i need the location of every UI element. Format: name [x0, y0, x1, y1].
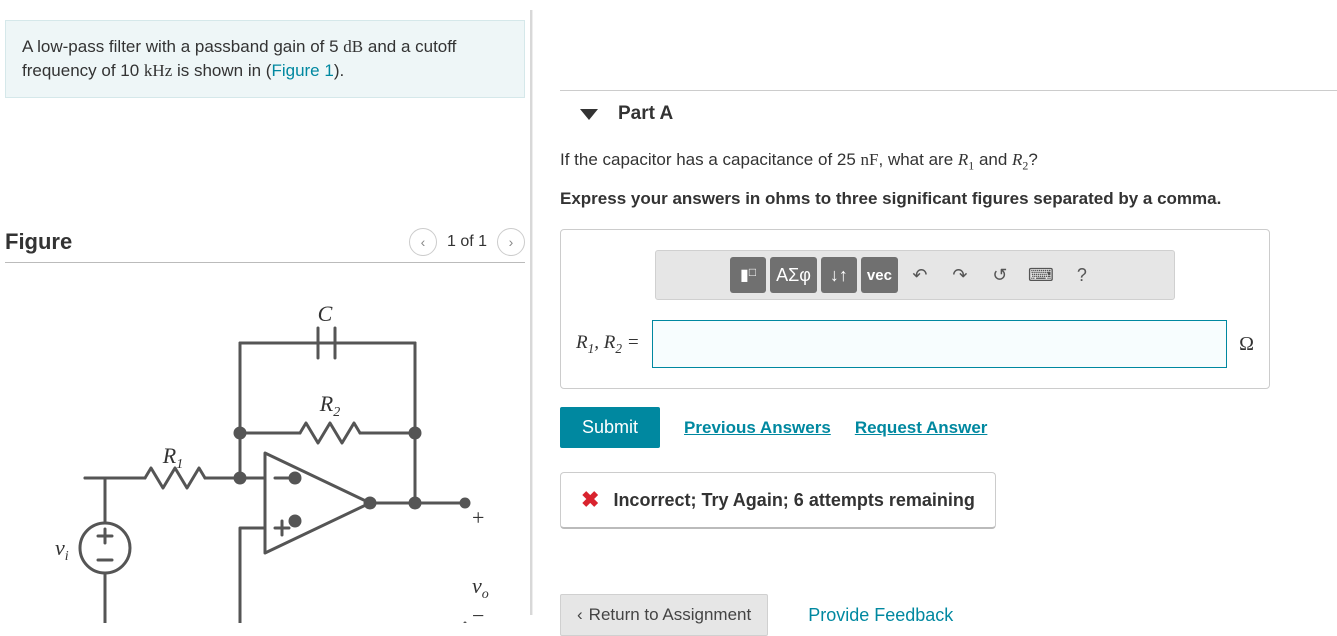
part-header[interactable]: Part A [560, 91, 1337, 137]
feedback-text: Incorrect; Try Again; 6 attempts remaini… [613, 490, 974, 511]
answer-label: R1, R2 = [576, 332, 640, 357]
svg-text:−: − [472, 603, 484, 623]
provide-feedback-link[interactable]: Provide Feedback [808, 605, 953, 626]
left-column: A low-pass filter with a passband gain o… [0, 0, 530, 625]
figure-nav: ‹ 1 of 1 › [409, 228, 525, 256]
prev-figure-button[interactable]: ‹ [409, 228, 437, 256]
problem-prompt: A low-pass filter with a passband gain o… [5, 20, 525, 98]
template-button[interactable]: ▮□ [730, 257, 766, 293]
part-section: Part A If the capacitor has a capacitanc… [560, 90, 1337, 636]
svg-text:vi: vi [55, 535, 69, 564]
svg-text:C: C [318, 303, 333, 326]
subsup-button[interactable]: ↓↑ [821, 257, 857, 293]
chevron-left-icon: ‹ [577, 605, 583, 625]
submit-button[interactable]: Submit [560, 407, 660, 448]
answer-row: R1, R2 = Ω [576, 320, 1254, 368]
part-title: Part A [618, 103, 673, 125]
actions-row: Submit Previous Answers Request Answer [560, 407, 1337, 448]
svg-text:R2: R2 [319, 391, 340, 420]
svg-text:R1: R1 [162, 443, 183, 472]
answer-area: ▮□ ΑΣφ ↓↑ vec ↶ ↷ ↺ ⌨ ? R1, R2 = [560, 229, 1270, 389]
redo-button[interactable]: ↷ [942, 257, 978, 293]
circuit-diagram: C R2 R1 vi + vo − [5, 303, 525, 628]
feedback-box: ✖ Incorrect; Try Again; 6 attempts remai… [560, 472, 996, 529]
figure-section: Figure ‹ 1 of 1 › [0, 228, 530, 628]
next-figure-button[interactable]: › [497, 228, 525, 256]
incorrect-icon: ✖ [581, 487, 599, 513]
svg-text:+: + [472, 505, 484, 530]
vec-button[interactable]: vec [861, 257, 898, 293]
figure-title: Figure [5, 229, 72, 255]
prompt-unit-khz: kHz [144, 61, 172, 80]
answer-unit: Ω [1239, 333, 1254, 356]
prompt-text: A low-pass filter with a passband gain o… [22, 37, 343, 56]
figure-link[interactable]: Figure 1 [271, 61, 333, 80]
right-column: Part A If the capacitor has a capacitanc… [530, 0, 1337, 625]
answer-input[interactable] [652, 320, 1228, 368]
return-button[interactable]: ‹ Return to Assignment [560, 594, 768, 636]
greek-button[interactable]: ΑΣφ [770, 257, 817, 293]
footer-row: ‹ Return to Assignment Provide Feedback [560, 594, 1337, 636]
svg-text:vo: vo [472, 573, 489, 602]
undo-button[interactable]: ↶ [902, 257, 938, 293]
prompt-text: is shown in ( [172, 61, 271, 80]
answer-instruction: Express your answers in ohms to three si… [560, 189, 1337, 209]
figure-counter: 1 of 1 [447, 233, 487, 251]
collapse-caret-icon [580, 109, 598, 120]
previous-answers-link[interactable]: Previous Answers [684, 418, 831, 438]
prompt-text: ). [334, 61, 344, 80]
request-answer-link[interactable]: Request Answer [855, 418, 988, 438]
figure-header: Figure ‹ 1 of 1 › [5, 228, 525, 263]
prompt-unit-db: dB [343, 37, 363, 56]
keyboard-button[interactable]: ⌨ [1022, 257, 1060, 293]
equation-toolbar: ▮□ ΑΣφ ↓↑ vec ↶ ↷ ↺ ⌨ ? [655, 250, 1175, 300]
help-button[interactable]: ? [1064, 257, 1100, 293]
reset-button[interactable]: ↺ [982, 257, 1018, 293]
question-text: If the capacitor has a capacitance of 25… [560, 137, 1337, 179]
